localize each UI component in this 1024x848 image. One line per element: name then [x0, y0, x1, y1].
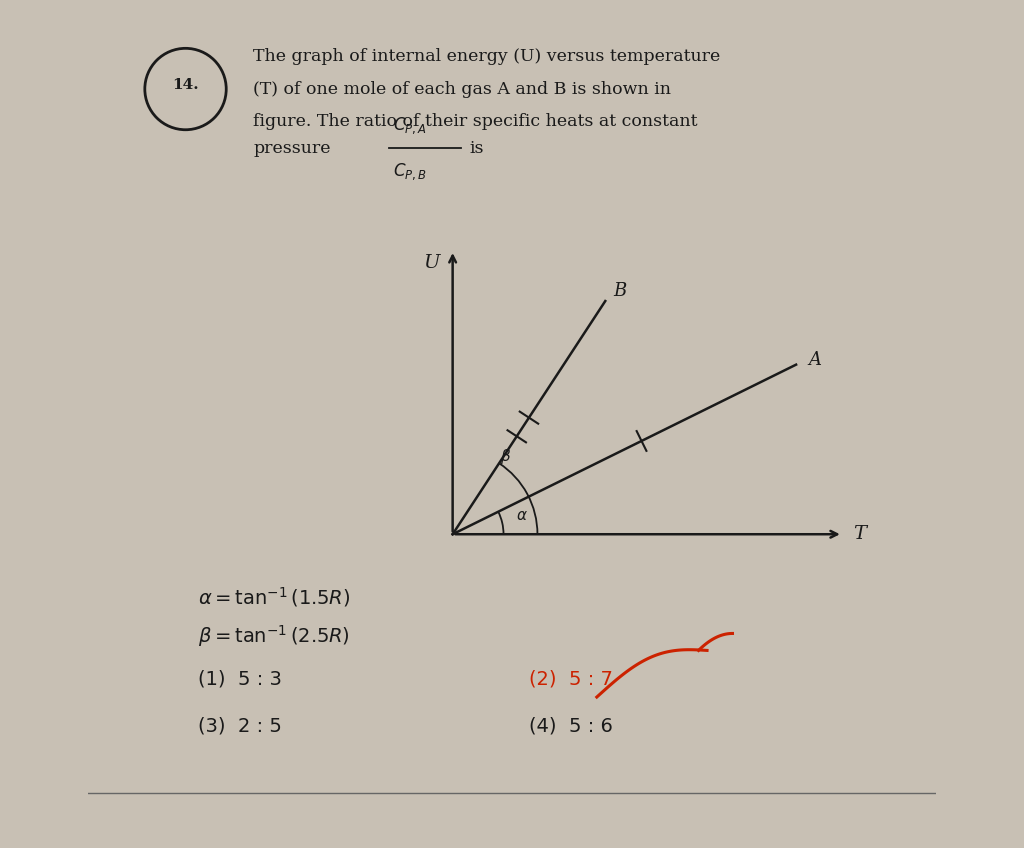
Text: T: T — [853, 525, 866, 544]
Text: figure. The ratio of their specific heats at constant: figure. The ratio of their specific heat… — [253, 113, 698, 130]
Text: B: B — [613, 282, 627, 300]
Text: A: A — [809, 351, 822, 370]
Text: $C_{P,A}$: $C_{P,A}$ — [393, 115, 427, 136]
Text: The graph of internal energy (U) versus temperature: The graph of internal energy (U) versus … — [253, 48, 721, 65]
Text: $\alpha$: $\alpha$ — [516, 508, 528, 523]
Text: pressure: pressure — [253, 140, 331, 157]
Text: $\alpha = \tan^{-1}(1.5R)$: $\alpha = \tan^{-1}(1.5R)$ — [199, 585, 350, 609]
Text: (1)  5 : 3: (1) 5 : 3 — [199, 670, 283, 689]
Text: U: U — [423, 254, 439, 272]
Text: (4)  5 : 6: (4) 5 : 6 — [529, 717, 612, 735]
Text: (T) of one mole of each gas A and B is shown in: (T) of one mole of each gas A and B is s… — [253, 81, 672, 98]
Circle shape — [144, 48, 226, 130]
Text: (3)  2 : 5: (3) 2 : 5 — [199, 717, 283, 735]
Text: 14.: 14. — [172, 78, 199, 92]
Text: is: is — [470, 140, 484, 157]
Text: $C_{P,B}$: $C_{P,B}$ — [393, 161, 427, 181]
Text: $\beta$: $\beta$ — [500, 447, 511, 466]
Text: $\beta = \tan^{-1}(2.5R)$: $\beta = \tan^{-1}(2.5R)$ — [199, 623, 350, 650]
Text: (2)  5 : 7: (2) 5 : 7 — [529, 670, 612, 689]
